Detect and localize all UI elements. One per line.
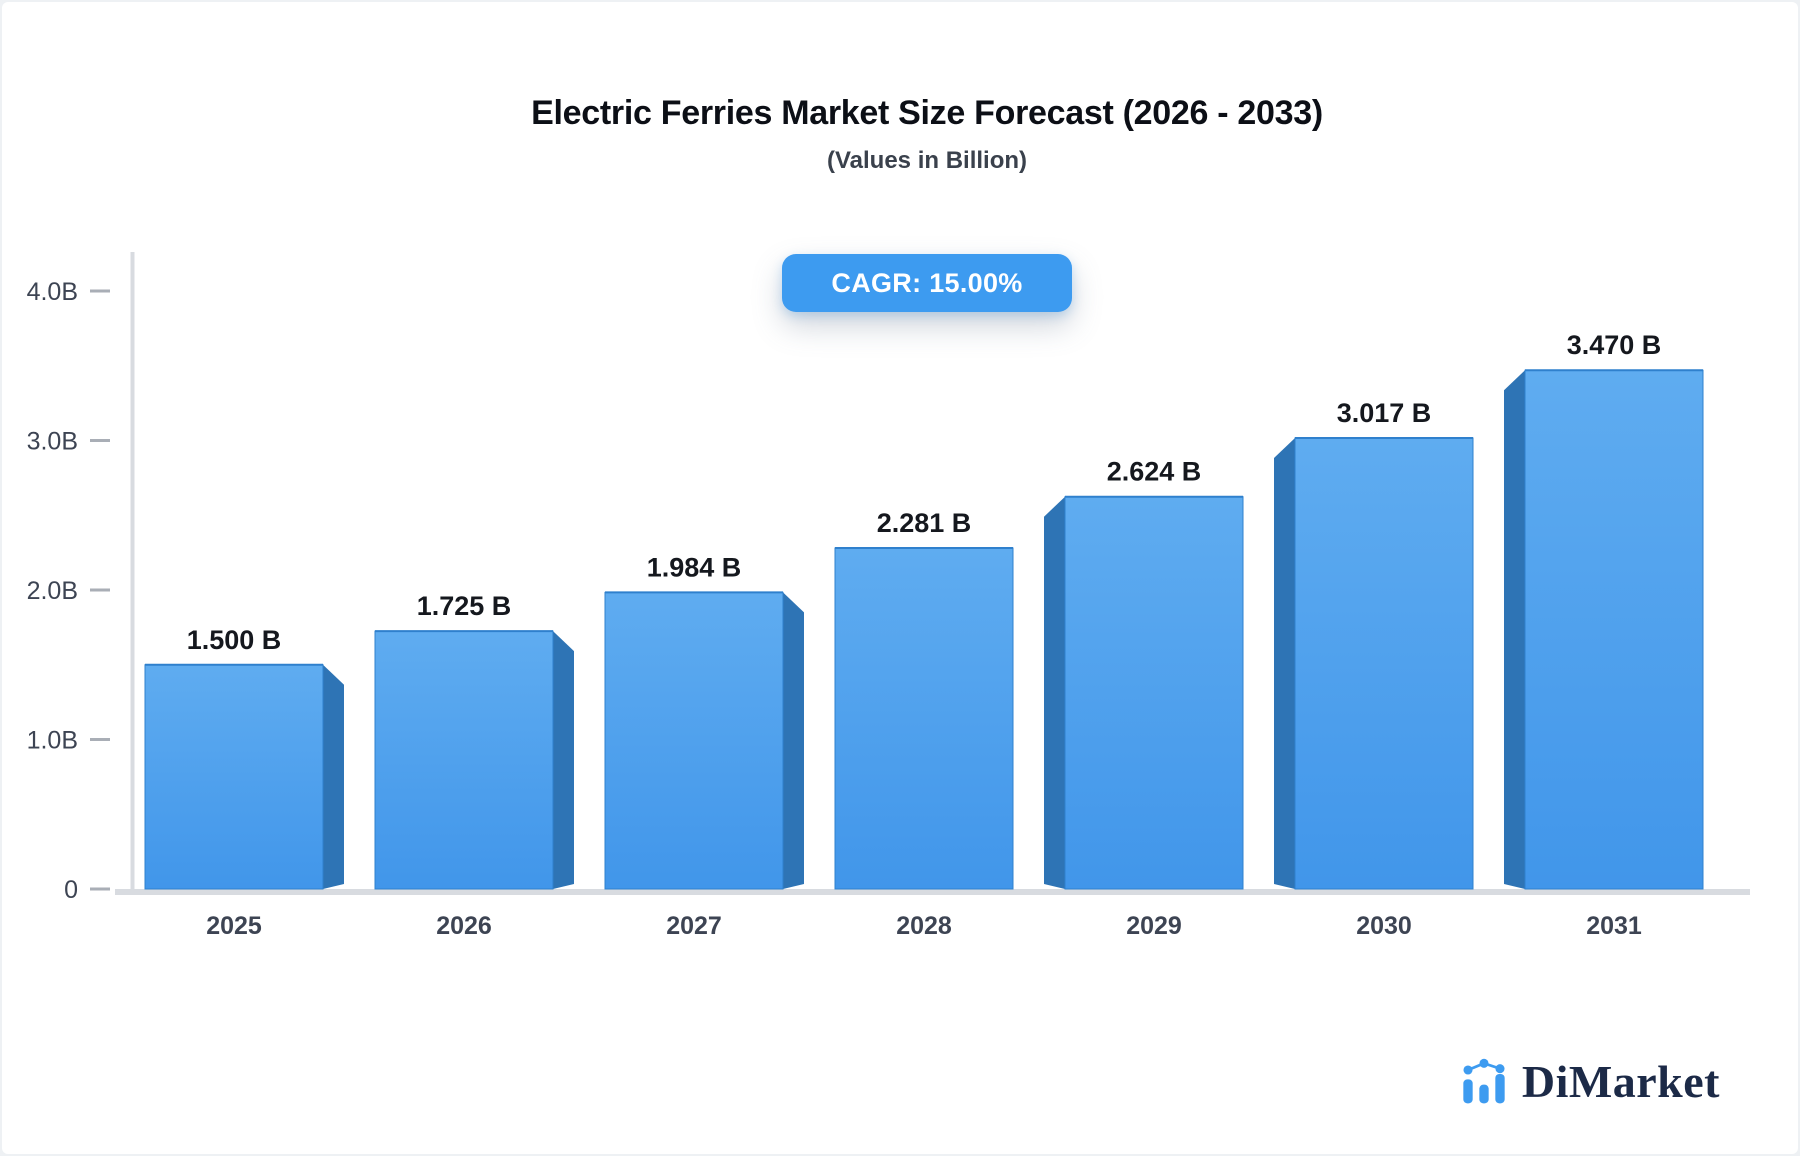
y-axis-label: 3.0B — [27, 428, 78, 456]
bar-value-label-2030: 3.017 B — [1337, 398, 1432, 428]
bar-side-2025 — [323, 664, 344, 889]
x-axis-label-2026: 2026 — [436, 912, 492, 940]
bar-side-2031 — [1504, 370, 1525, 889]
bar-side-2027 — [783, 592, 804, 889]
bar-side-2030 — [1274, 437, 1295, 889]
chart-title: Electric Ferries Market Size Forecast (2… — [531, 94, 1323, 132]
bar-2026 — [374, 630, 554, 890]
chart-header: Electric Ferries Market Size Forecast (2… — [2, 94, 1798, 175]
cagr-badge: CAGR: 15.00% — [782, 254, 1072, 312]
x-axis-label-2027: 2027 — [666, 912, 722, 940]
bar-2031 — [1524, 369, 1704, 890]
x-axis-label-2029: 2029 — [1126, 912, 1182, 940]
bar-side-2026 — [553, 631, 574, 889]
x-axis-label-2028: 2028 — [896, 912, 952, 940]
y-axis-label: 2.0B — [27, 577, 78, 605]
bar-2025 — [144, 664, 324, 890]
x-axis-label-2030: 2030 — [1356, 912, 1412, 940]
bar-2027 — [604, 591, 784, 890]
mini-bar-chart-icon — [1463, 1058, 1505, 1103]
bar-value-label-2027: 1.984 B — [647, 552, 742, 582]
brand-logo: DiMarket — [1460, 1055, 1720, 1108]
y-axis-label: 1.0B — [27, 727, 78, 755]
bar-2028 — [834, 547, 1014, 890]
cagr-badge-label: CAGR: 15.00% — [831, 267, 1023, 298]
bar-value-label-2029: 2.624 B — [1107, 457, 1202, 487]
brand-logo-text: DiMarket — [1521, 1056, 1720, 1107]
bar-side-2029 — [1044, 496, 1065, 889]
bar-value-label-2028: 2.281 B — [877, 508, 972, 538]
bar-value-label-2031: 3.470 B — [1567, 330, 1662, 360]
y-axis-label: 4.0B — [27, 278, 78, 306]
x-axis-label-2025: 2025 — [206, 912, 262, 940]
y-axis-label: 0 — [64, 876, 78, 904]
chart-subtitle: (Values in Billion) — [826, 147, 1028, 174]
bar-value-label-2026: 1.725 B — [417, 591, 512, 621]
bar-2029 — [1064, 496, 1244, 890]
bar-value-label-2025: 1.500 B — [187, 625, 282, 655]
bar-2030 — [1294, 437, 1474, 890]
x-axis-label-2031: 2031 — [1586, 912, 1642, 940]
